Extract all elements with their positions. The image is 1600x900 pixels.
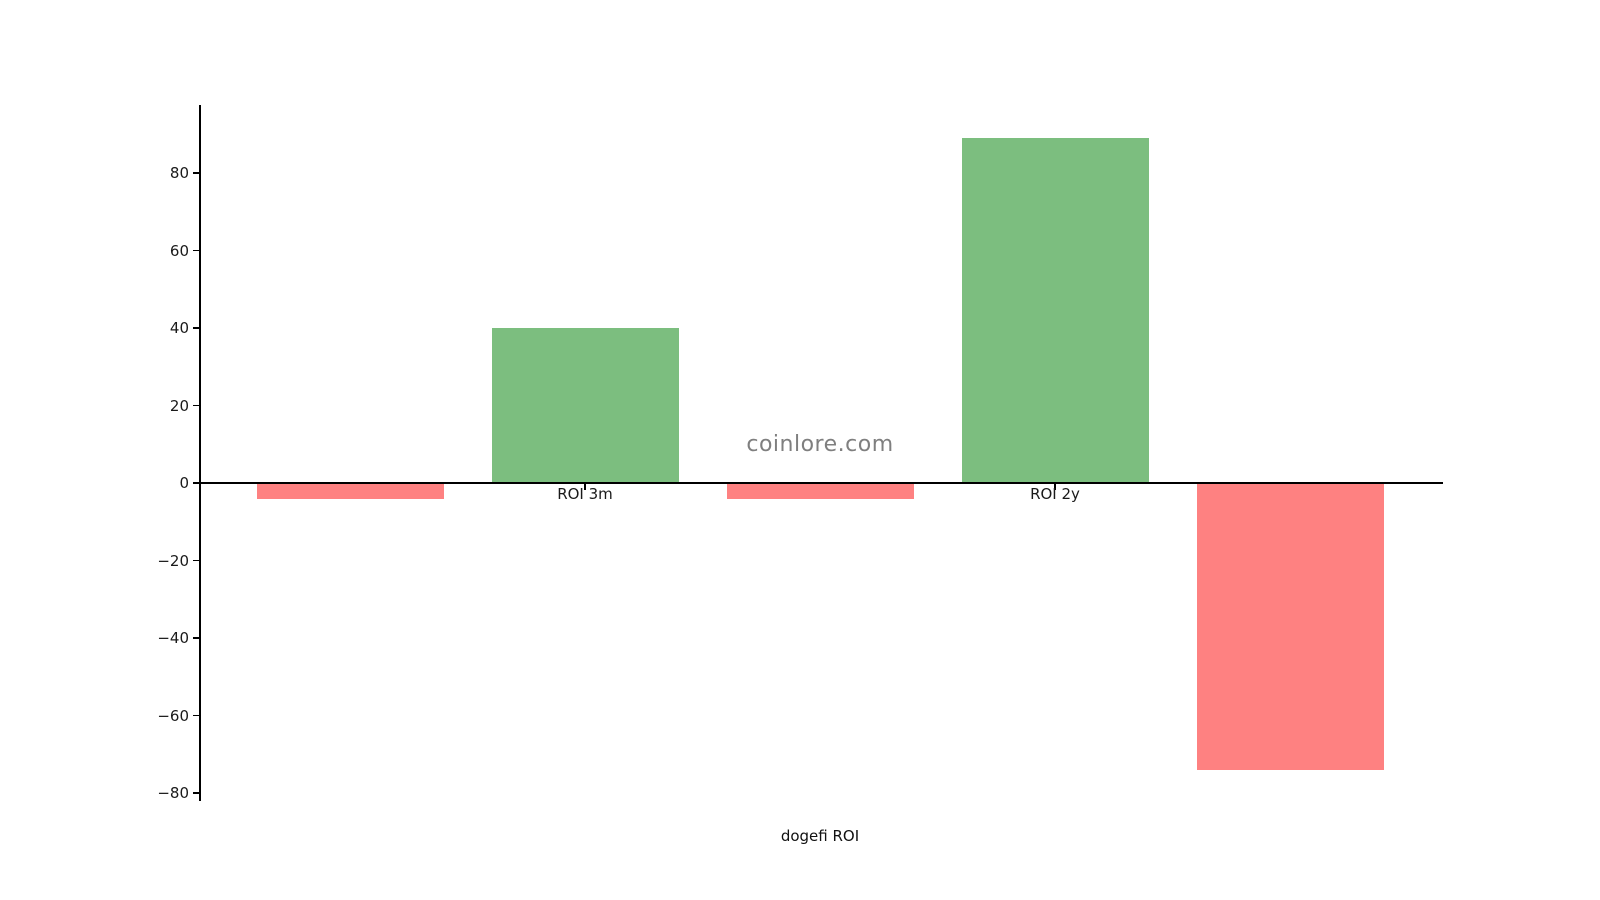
y-tick-label: −60 [157, 706, 189, 725]
y-axis-spine [199, 105, 201, 801]
y-tick-label: 60 [169, 241, 189, 260]
x-tick-mark [584, 483, 586, 490]
bar-category-4 [1196, 483, 1384, 770]
y-tick-mark [193, 172, 200, 174]
bar-roi-2y [961, 138, 1149, 483]
x-axis-title: dogefi ROI [780, 827, 860, 845]
y-tick-mark [193, 792, 200, 794]
y-tick-mark [193, 249, 200, 252]
x-tick-mark [1054, 483, 1056, 490]
bar-roi-3m [491, 328, 679, 483]
y-tick-label: −20 [157, 551, 189, 570]
y-tick-label: 80 [169, 164, 189, 182]
bar-category-0 [256, 483, 444, 499]
bar-category-2 [726, 483, 914, 499]
y-tick-label: 40 [169, 319, 189, 337]
y-tick-mark [193, 637, 200, 639]
y-tick-label: −40 [157, 629, 189, 647]
y-tick-mark [193, 559, 200, 562]
y-tick-label: 20 [169, 396, 189, 415]
y-tick-mark [193, 327, 200, 329]
y-tick-mark [193, 714, 200, 717]
y-tick-mark [193, 404, 200, 407]
y-tick-mark [193, 482, 200, 484]
x-axis-zero-line [199, 482, 1443, 484]
x-tick-label: ROI 2y [1030, 485, 1080, 503]
y-tick-label: 0 [179, 474, 189, 492]
watermark-text: coinlore.com [746, 432, 894, 457]
y-tick-label: −80 [157, 784, 189, 802]
x-tick-label: ROI 3m [557, 485, 613, 503]
